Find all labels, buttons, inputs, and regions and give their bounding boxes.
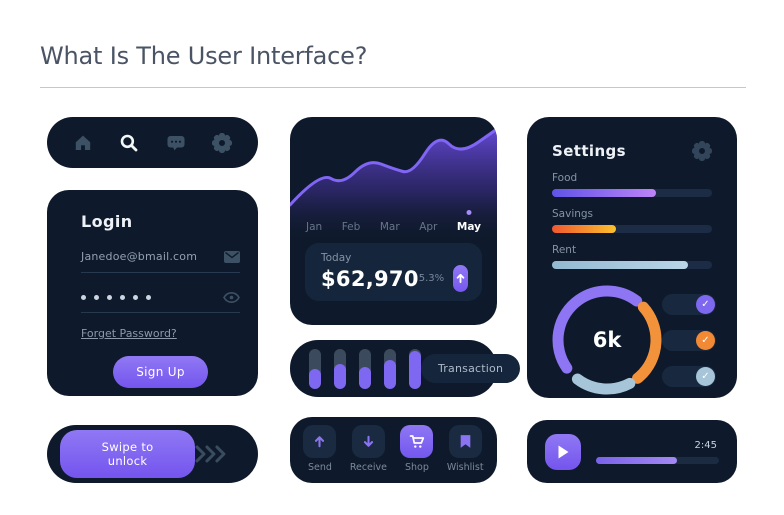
receive-tile bbox=[351, 425, 385, 458]
bookmark-icon bbox=[460, 435, 471, 448]
slider-label: Food bbox=[552, 172, 578, 184]
slider-fill bbox=[552, 225, 616, 233]
transaction-button[interactable]: Transaction bbox=[421, 354, 521, 383]
month-axis: Jan Feb Mar Apr May bbox=[290, 210, 497, 233]
today-panel: Today $62,970 5.3% bbox=[305, 243, 482, 301]
wishlist-tile bbox=[448, 425, 482, 458]
swipe-to-unlock-handle[interactable]: Swipe to unlock bbox=[60, 430, 196, 478]
progress-bar[interactable] bbox=[596, 456, 719, 464]
month-label: Jan bbox=[306, 221, 323, 233]
gear-icon[interactable] bbox=[211, 132, 232, 153]
bar bbox=[309, 348, 321, 389]
chat-icon[interactable] bbox=[166, 133, 186, 153]
month-label: Feb bbox=[341, 221, 361, 233]
check-icon: ✓ bbox=[696, 330, 715, 350]
forgot-password-link[interactable]: Forget Password? bbox=[81, 327, 177, 340]
shop-button[interactable]: Shop bbox=[400, 425, 434, 483]
month-label: Mar bbox=[379, 221, 400, 233]
check-icon: ✓ bbox=[696, 366, 715, 386]
action-label: Shop bbox=[404, 462, 429, 473]
active-month-dot bbox=[466, 210, 472, 215]
player-card: 2:45 bbox=[527, 420, 737, 483]
area-chart bbox=[290, 127, 497, 242]
arrow-up-icon bbox=[315, 436, 325, 448]
password-dots bbox=[81, 295, 151, 300]
actions-card: Send Receive Shop bbox=[290, 417, 497, 483]
receive-button[interactable]: Receive bbox=[350, 425, 387, 483]
login-card: Login Janedoe@bmail.com Forget Password?… bbox=[47, 190, 258, 396]
action-label: Receive bbox=[349, 462, 388, 473]
progress-fill bbox=[596, 456, 678, 464]
toggle-blue[interactable]: ✓ bbox=[662, 365, 716, 387]
wave-area bbox=[290, 129, 497, 242]
slider-fill bbox=[552, 261, 688, 269]
transactions-card: Transaction bbox=[290, 340, 521, 397]
slider-label: Rent bbox=[552, 244, 577, 256]
time-remaining: 2:45 bbox=[694, 439, 717, 451]
balance-amount: $62,970 bbox=[321, 266, 419, 291]
toggle-orange[interactable]: ✓ bbox=[662, 329, 716, 351]
donut-segment bbox=[552, 285, 662, 395]
signup-button[interactable]: Sign Up bbox=[113, 356, 208, 388]
month-label-active: May bbox=[457, 210, 481, 233]
send-button[interactable]: Send bbox=[303, 425, 337, 483]
bar bbox=[359, 348, 371, 389]
title-underline bbox=[40, 87, 746, 88]
check-icon: ✓ bbox=[696, 294, 715, 314]
gear-icon[interactable] bbox=[692, 141, 712, 161]
email-value: Janedoe@bmail.com bbox=[81, 250, 198, 263]
settings-card: Settings Food Savings Rent 6k bbox=[527, 117, 737, 398]
arrow-down-icon bbox=[363, 435, 373, 447]
rent-slider[interactable] bbox=[552, 261, 712, 269]
donut-center-value: 6k bbox=[592, 328, 622, 352]
month-label: Apr bbox=[419, 221, 438, 233]
action-label: Wishlist bbox=[446, 462, 484, 473]
swipe-unlock-card: Swipe to unlock bbox=[47, 425, 258, 483]
mail-icon bbox=[224, 250, 240, 263]
bar bbox=[334, 348, 346, 389]
page-title: What Is The User Interface? bbox=[40, 42, 368, 70]
cart-icon bbox=[409, 434, 425, 448]
slider-fill bbox=[552, 189, 656, 197]
chevrons-right-icon bbox=[195, 445, 226, 463]
today-label: Today bbox=[321, 252, 352, 264]
action-label: Send bbox=[307, 462, 332, 473]
toggle-purple[interactable]: ✓ bbox=[662, 293, 716, 315]
change-percent: 5.3% bbox=[418, 273, 445, 284]
play-icon bbox=[558, 445, 569, 458]
arrow-up-icon bbox=[456, 273, 465, 284]
bar-chart bbox=[309, 340, 421, 397]
balance-chart-card: Jan Feb Mar Apr May Today $62,970 5.3% bbox=[290, 117, 497, 325]
login-title: Login bbox=[81, 212, 133, 231]
bar bbox=[384, 348, 396, 389]
password-field[interactable] bbox=[81, 292, 240, 313]
eye-icon[interactable] bbox=[223, 292, 240, 303]
play-button[interactable] bbox=[545, 433, 581, 470]
wave-line bbox=[290, 127, 497, 207]
donut-chart: 6k bbox=[552, 285, 662, 395]
donut-segment bbox=[552, 285, 662, 395]
shop-tile bbox=[400, 425, 434, 458]
search-icon[interactable] bbox=[119, 133, 139, 153]
increase-button[interactable] bbox=[453, 265, 468, 292]
nav-bar bbox=[47, 117, 258, 168]
send-tile bbox=[303, 425, 337, 458]
donut-segment bbox=[552, 285, 662, 395]
bar bbox=[409, 348, 421, 389]
savings-slider[interactable] bbox=[552, 225, 712, 233]
food-slider[interactable] bbox=[552, 189, 712, 197]
slider-label: Savings bbox=[552, 208, 594, 220]
email-field[interactable]: Janedoe@bmail.com bbox=[81, 250, 240, 273]
settings-title: Settings bbox=[552, 142, 627, 160]
wishlist-button[interactable]: Wishlist bbox=[447, 425, 484, 483]
home-icon[interactable] bbox=[73, 133, 93, 153]
